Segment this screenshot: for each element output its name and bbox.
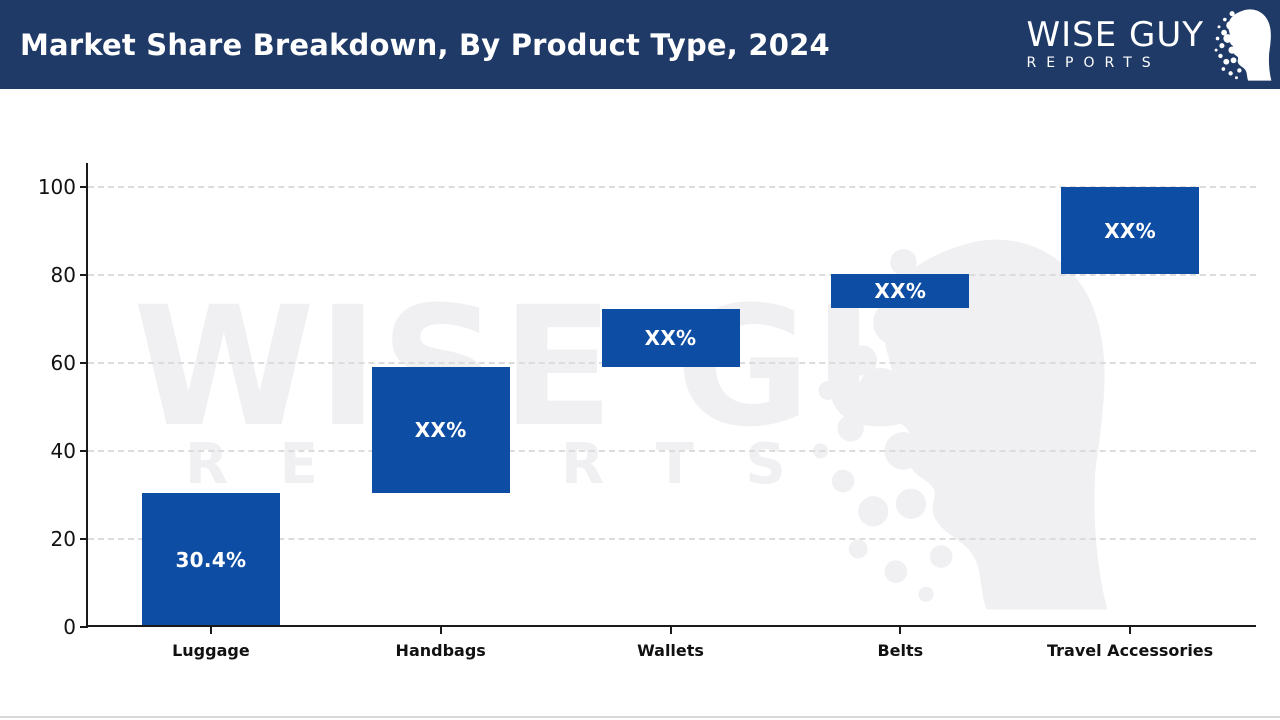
y-tick-label: 60 xyxy=(50,351,76,375)
bar-luggage: 30.4% xyxy=(141,493,280,627)
y-tick-label: 20 xyxy=(50,527,76,551)
x-tick-mark xyxy=(899,627,902,634)
bar-handbags: XX% xyxy=(371,366,510,494)
x-tick-mark xyxy=(669,627,672,634)
dotted-head-profile-icon xyxy=(1214,8,1272,81)
bottom-border-line xyxy=(0,716,1280,718)
header-banner: Market Share Breakdown, By Product Type,… xyxy=(0,0,1280,89)
y-tick-mark xyxy=(80,538,88,540)
x-tick-mark xyxy=(439,627,442,634)
logo-subtext: REPORTS xyxy=(1026,54,1161,71)
bar-wallets: XX% xyxy=(601,308,740,367)
y-tick-label: 80 xyxy=(50,263,76,287)
bar-value-label: 30.4% xyxy=(175,548,247,573)
y-axis-line xyxy=(86,163,88,627)
wiseguy-logo: WISE GUY REPORTS xyxy=(1026,5,1276,85)
plot-area: 0 20 40 60 80 100 30.4% Luggage XX% Handbags XX% Wa… xyxy=(0,89,1280,718)
chart-area: WISE GUY R E P O R T S 02040608010030.4%… xyxy=(0,89,1280,718)
gridline-40 xyxy=(88,450,1256,452)
y-tick-label: 100 xyxy=(37,175,76,199)
x-tick-mark xyxy=(1129,627,1132,634)
y-tick-mark xyxy=(80,450,88,452)
bar-travel-accessories: XX% xyxy=(1061,187,1200,275)
x-category-label-wallets: Wallets xyxy=(637,641,704,660)
bar-value-label: XX% xyxy=(414,418,467,443)
bar-value-label: XX% xyxy=(644,325,697,350)
x-category-label-luggage: Luggage xyxy=(172,641,250,660)
logo-text: WISE GUY REPORTS xyxy=(1026,15,1204,71)
x-category-label-belts: Belts xyxy=(877,641,924,660)
gridline-100 xyxy=(88,186,1256,188)
y-tick-label: 40 xyxy=(50,439,76,463)
y-tick-mark xyxy=(80,362,88,364)
x-tick-mark xyxy=(209,627,212,634)
bar-value-label: XX% xyxy=(1104,218,1156,243)
y-tick-label: 0 xyxy=(63,615,76,639)
x-category-label-handbags: Handbags xyxy=(395,641,486,660)
chart-title: Market Share Breakdown, By Product Type,… xyxy=(20,27,830,62)
bar-value-label: XX% xyxy=(874,279,927,304)
x-axis-line xyxy=(86,625,1256,627)
logo-wordmark: WISE GUY xyxy=(1026,15,1204,56)
gridline-20 xyxy=(88,538,1256,540)
y-tick-mark xyxy=(80,274,88,276)
y-tick-mark xyxy=(80,626,88,628)
gridline-80 xyxy=(88,274,1256,276)
bar-belts: XX% xyxy=(831,274,970,309)
y-tick-mark xyxy=(80,186,88,188)
x-category-label-travel-accessories: Travel Accessories xyxy=(1047,641,1214,660)
